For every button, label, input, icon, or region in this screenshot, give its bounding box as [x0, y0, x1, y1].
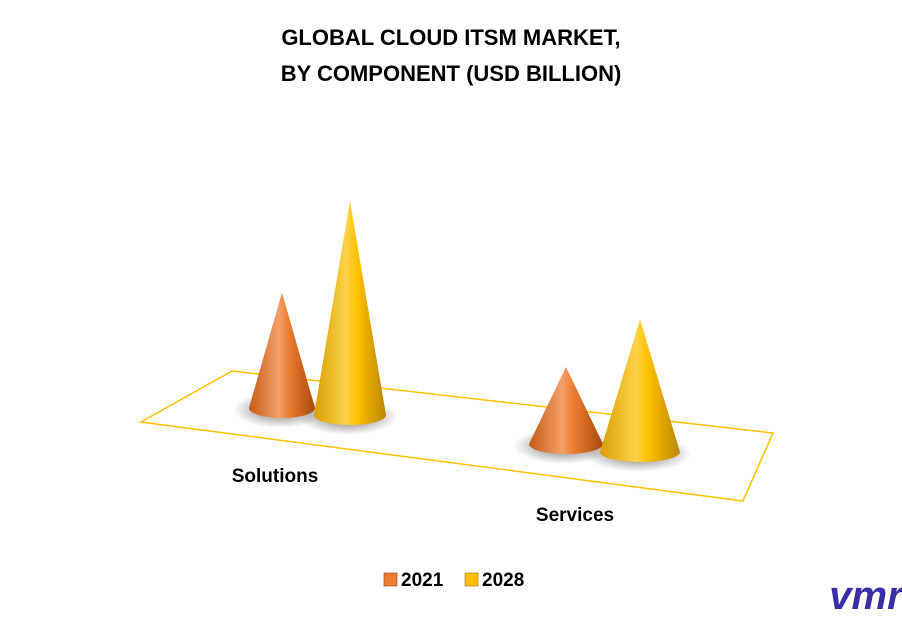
chart-legend: 2021 2028	[383, 570, 524, 591]
cone-solutions-2028	[314, 201, 386, 425]
chart-title-line-2: BY COMPONENT (USD BILLION)	[281, 61, 622, 86]
cone-services-2021	[529, 367, 603, 454]
cone-body-services-2021	[529, 367, 603, 454]
legend-label-2021: 2021	[401, 570, 444, 591]
cone-body-solutions-2021	[249, 292, 315, 418]
cone-body-solutions-2028	[314, 201, 386, 425]
cone-services-2028	[600, 319, 680, 462]
legend-label-2028: 2028	[482, 570, 524, 591]
cone-body-services-2028	[600, 319, 680, 462]
cone-marks	[249, 201, 680, 462]
chart-title-line-1: GLOBAL CLOUD ITSM MARKET,	[281, 25, 620, 50]
category-label-solutions: Solutions	[232, 466, 319, 487]
legend-swatch-2021	[383, 572, 398, 587]
chart-floor-plane	[138, 370, 775, 502]
cone-solutions-2021	[249, 292, 315, 418]
vmr-logo: vmr	[829, 574, 902, 618]
category-label-services: Services	[536, 505, 614, 526]
vmr-logo-text: vmr	[829, 574, 902, 615]
legend-swatch-2028	[464, 572, 479, 587]
